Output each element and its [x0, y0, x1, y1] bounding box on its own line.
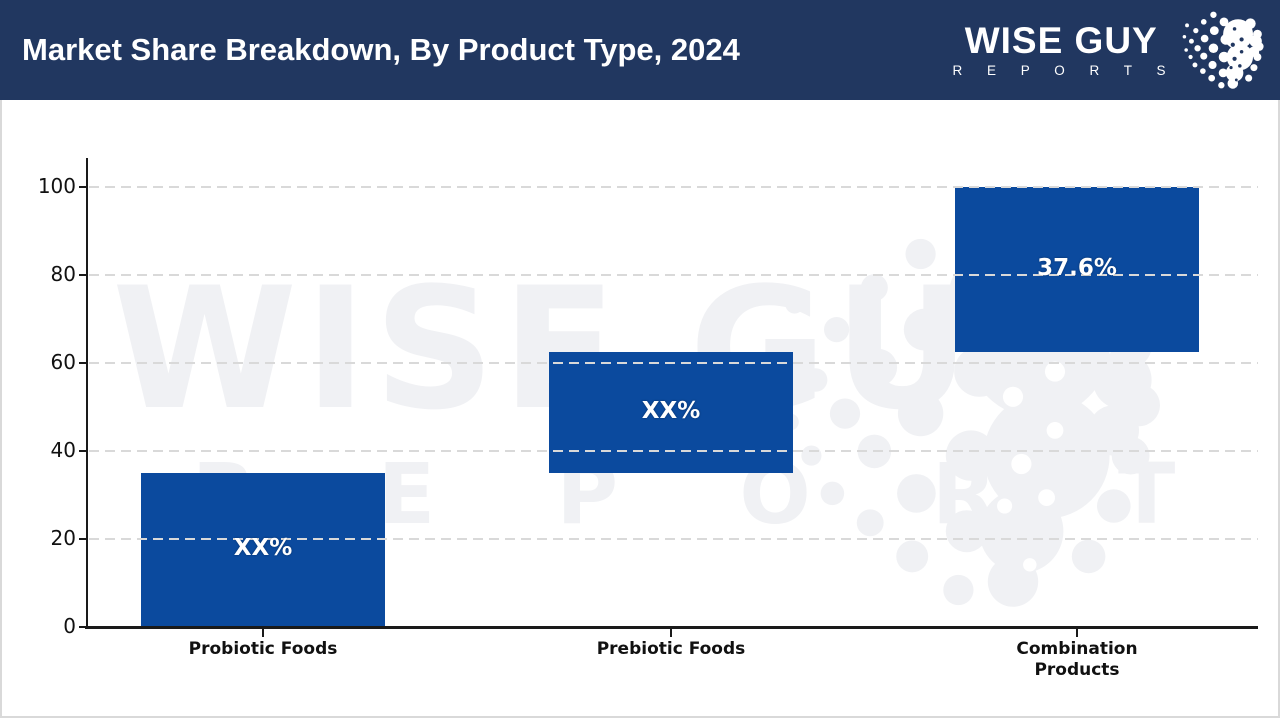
- category-label: Probiotic Foods: [188, 639, 338, 659]
- gridline: [89, 274, 1258, 276]
- x-axis-line: [85, 626, 1258, 629]
- y-tick-label: 100: [37, 174, 76, 198]
- brand-wordmark-sub: R E P O R T S: [952, 63, 1176, 78]
- y-axis-tick: [79, 274, 87, 276]
- y-tick-label: 60: [50, 350, 76, 374]
- y-axis-tick: [79, 186, 87, 188]
- gridline: [89, 450, 1258, 452]
- page-border-bottom: [0, 716, 1280, 718]
- bar-value-label: XX%: [233, 535, 293, 561]
- brand-wordmark-main: WISE GUY: [964, 20, 1158, 61]
- y-tick-label: 80: [50, 262, 76, 286]
- y-tick-label: 0: [63, 614, 76, 638]
- bar-segment: [141, 473, 385, 627]
- head-dots-logo-icon: [1182, 11, 1264, 89]
- gridline: [89, 362, 1258, 364]
- y-axis-tick: [79, 450, 87, 452]
- brand-wordmark: WISE GUY R E P O R T S: [946, 22, 1176, 78]
- y-axis-tick: [79, 362, 87, 364]
- category-label: Prebiotic Foods: [596, 639, 746, 659]
- page-border-right: [1278, 100, 1280, 718]
- y-axis-line: [86, 158, 88, 628]
- x-axis-tick: [1076, 629, 1078, 637]
- header-band: Market Share Breakdown, By Product Type,…: [0, 0, 1280, 100]
- bar-value-label: XX%: [641, 397, 701, 424]
- bar-segment: [955, 187, 1199, 353]
- bar-segment: [549, 352, 793, 473]
- gridline: [89, 186, 1258, 188]
- y-axis-tick: [79, 538, 87, 540]
- brand-logo: WISE GUY R E P O R T S: [946, 4, 1270, 96]
- category-label: Combination Products: [1016, 639, 1138, 681]
- page-title: Market Share Breakdown, By Product Type,…: [22, 32, 740, 67]
- y-tick-label: 40: [50, 438, 76, 462]
- gridline: [89, 538, 1258, 540]
- y-tick-label: 20: [50, 526, 76, 550]
- x-axis-tick: [262, 629, 264, 637]
- page-border-left: [0, 100, 2, 718]
- bar-value-label: 37.6%: [1037, 254, 1117, 281]
- y-axis-tick: [79, 626, 87, 628]
- x-axis-tick: [670, 629, 672, 637]
